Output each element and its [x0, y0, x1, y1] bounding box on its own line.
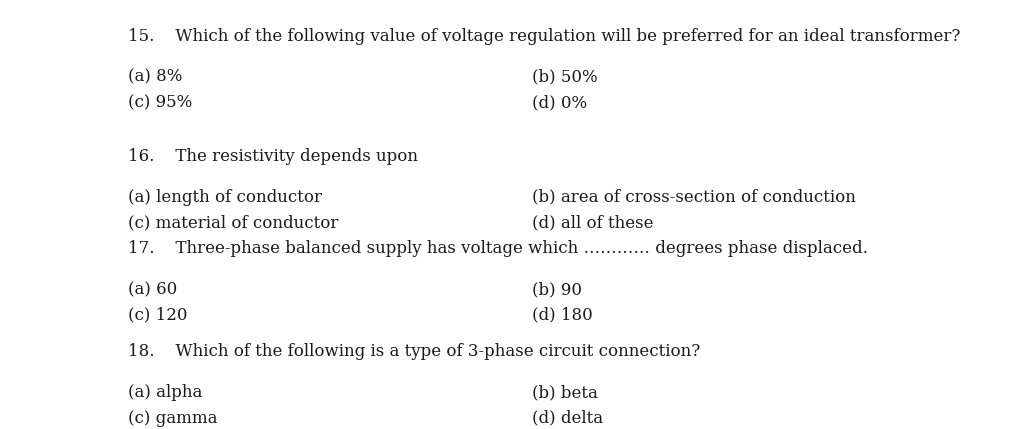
Text: (a) alpha: (a) alpha	[128, 384, 203, 401]
Text: (c) 95%: (c) 95%	[128, 94, 193, 112]
Text: (b) 90: (b) 90	[532, 281, 583, 298]
Text: (b) 50%: (b) 50%	[532, 69, 598, 86]
Text: (c) 120: (c) 120	[128, 307, 187, 324]
Text: (d) 0%: (d) 0%	[532, 94, 588, 112]
Text: (b) area of cross-section of conduction: (b) area of cross-section of conduction	[532, 189, 856, 206]
Text: (c) gamma: (c) gamma	[128, 410, 217, 427]
Text: (d) delta: (d) delta	[532, 410, 603, 427]
Text: 17.    Three-phase balanced supply has voltage which ………… degrees phase displace: 17. Three-phase balanced supply has volt…	[128, 240, 868, 257]
Text: 15.    Which of the following value of voltage regulation will be preferred for : 15. Which of the following value of volt…	[128, 28, 961, 45]
Text: (c) material of conductor: (c) material of conductor	[128, 214, 338, 232]
Text: 18.    Which of the following is a type of 3-phase circuit connection?: 18. Which of the following is a type of …	[128, 343, 700, 360]
Text: (a) 8%: (a) 8%	[128, 69, 182, 86]
Text: 16.    The resistivity depends upon: 16. The resistivity depends upon	[128, 148, 418, 165]
Text: (d) all of these: (d) all of these	[532, 214, 654, 232]
Text: (a) 60: (a) 60	[128, 281, 177, 298]
Text: (b) beta: (b) beta	[532, 384, 598, 401]
Text: (d) 180: (d) 180	[532, 307, 593, 324]
Text: (a) length of conductor: (a) length of conductor	[128, 189, 322, 206]
